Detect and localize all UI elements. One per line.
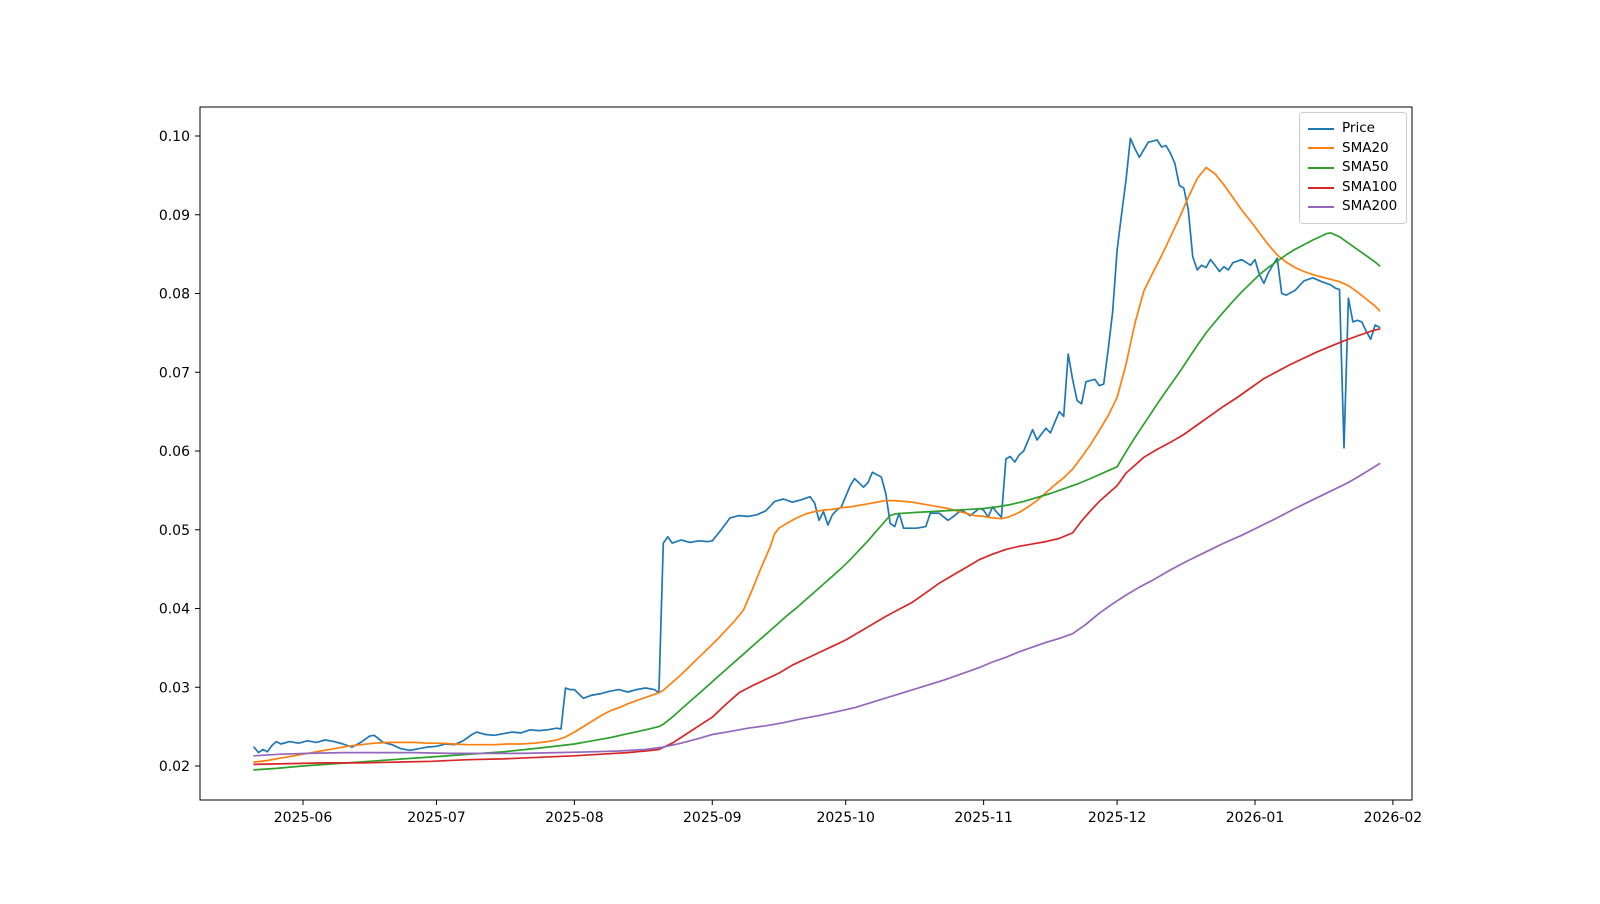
legend-row-sma200: SMA200: [1308, 197, 1398, 217]
sma200-line: [253, 462, 1381, 757]
x-tick-label: 2025-08: [545, 810, 604, 826]
sma50-line: [253, 232, 1381, 771]
y-tick-label: 0.07: [159, 365, 190, 381]
legend-row-sma50: SMA50: [1308, 158, 1398, 178]
y-tick-label: 0.05: [159, 523, 190, 539]
legend-line-swatch-sma50: [1308, 166, 1334, 169]
legend-line-swatch-sma20: [1308, 147, 1334, 150]
y-tick-label: 0.10: [159, 129, 190, 145]
legend: Price SMA20 SMA50 SMA100 SMA200: [1299, 112, 1407, 224]
y-tick-label: 0.04: [159, 602, 190, 618]
legend-line-swatch-price: [1308, 127, 1334, 130]
x-tick-label: 2025-09: [683, 810, 742, 826]
sma100-line: [253, 328, 1381, 766]
y-tick-label: 0.06: [159, 444, 190, 460]
legend-row-sma100: SMA100: [1308, 178, 1398, 198]
legend-label: SMA20: [1342, 139, 1389, 156]
x-tick-label: 2026-01: [1226, 810, 1285, 826]
legend-row-sma20: SMA20: [1308, 139, 1398, 159]
legend-label: SMA200: [1342, 198, 1398, 215]
legend-label: Price: [1342, 120, 1375, 136]
legend-line-swatch-sma100: [1308, 186, 1334, 189]
x-tick-label: 2025-06: [274, 810, 333, 826]
legend-row-price: Price: [1308, 119, 1398, 139]
plot-area: [199, 106, 1413, 801]
legend-label: SMA50: [1342, 159, 1389, 176]
x-tick-label: 2025-12: [1088, 810, 1147, 826]
y-tick-label: 0.03: [159, 680, 190, 696]
y-tick-label: 0.02: [159, 759, 190, 775]
legend-line-swatch-sma200: [1308, 206, 1334, 209]
y-tick-label: 0.09: [159, 208, 190, 224]
y-tick-label: 0.08: [159, 287, 190, 303]
legend-label: SMA100: [1342, 178, 1398, 195]
x-tick-label: 2026-02: [1364, 810, 1423, 826]
x-tick-label: 2025-07: [407, 810, 466, 826]
x-tick-label: 2025-11: [954, 810, 1013, 826]
x-tick-label: 2025-10: [816, 810, 875, 826]
sma20-line: [253, 166, 1381, 763]
